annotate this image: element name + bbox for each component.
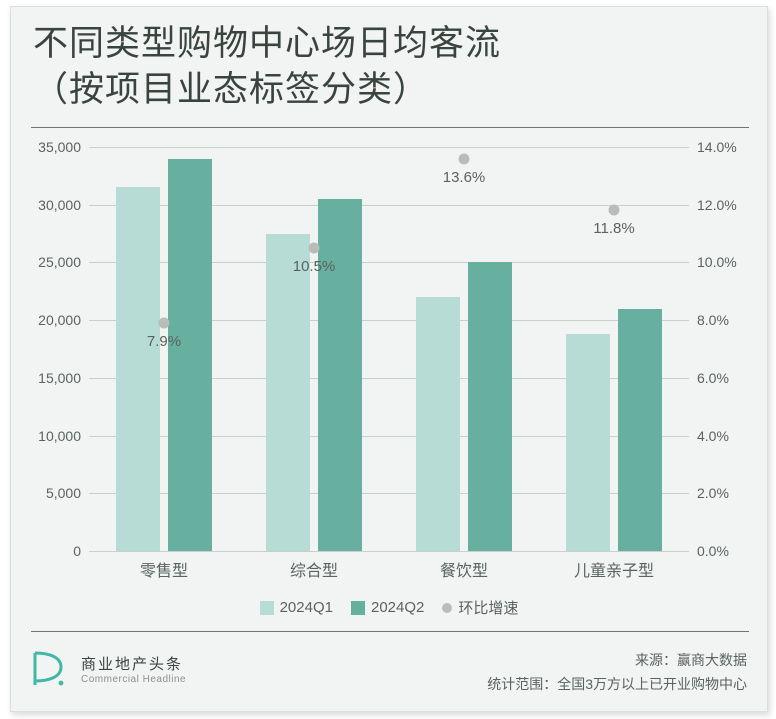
logo-mark-icon (31, 649, 71, 689)
legend-item: 环比增速 (442, 597, 518, 618)
ytick-left: 30,000 (21, 197, 81, 213)
divider-top (31, 127, 749, 128)
source-line-1: 来源：赢商大数据 (487, 649, 747, 673)
ytick-left: 5,000 (21, 485, 81, 501)
category-label: 儿童亲子型 (574, 557, 654, 581)
legend-item: 2024Q1 (260, 597, 333, 618)
ytick-right: 8.0% (697, 312, 757, 328)
title-text: 不同类型购物中心场日均客流（按项目业态标签分类） (33, 24, 501, 109)
brand-cn: 商业地产头条 (81, 653, 186, 674)
brand-text: 商业地产头条 Commercial Headline (81, 653, 186, 685)
ytick-left: 15,000 (21, 370, 81, 386)
legend-label: 环比增速 (458, 597, 518, 618)
growth-point (159, 318, 170, 329)
growth-point (309, 243, 320, 254)
ytick-right: 4.0% (697, 428, 757, 444)
plot-area: 7.9%10.5%13.6%11.8% 00.0%5,0002.0%10,000… (89, 147, 689, 551)
chart-card: 不同类型购物中心场日均客流（按项目业态标签分类） 7.9% 10.5% 13.6% 1… (10, 6, 768, 712)
growth-label: 7.9% (147, 333, 181, 350)
source-line-2: 统计范围：全国3万方以上已开业购物中心 (487, 673, 747, 697)
category-label: 综合型 (290, 557, 338, 581)
divider-bottom (31, 631, 749, 632)
brand-logo: 商业地产头条 Commercial Headline (31, 649, 186, 689)
ytick-right: 6.0% (697, 370, 757, 386)
ytick-left: 25,000 (21, 254, 81, 270)
legend-item: 2024Q2 (351, 597, 424, 618)
legend-swatch-icon (260, 601, 274, 615)
legend-swatch-icon (351, 601, 365, 615)
growth-label: 10.5% (293, 258, 336, 275)
legend-label: 2024Q2 (371, 599, 424, 616)
category-label: 餐饮型 (440, 557, 488, 581)
ytick-right: 12.0% (697, 197, 757, 213)
chart-title: 不同类型购物中心场日均客流（按项目业态标签分类） (33, 21, 593, 112)
brand-en: Commercial Headline (81, 674, 186, 685)
points-layer: 7.9% 10.5% 13.6% 11.8% (89, 147, 689, 551)
ytick-right: 0.0% (697, 543, 757, 559)
growth-point (459, 153, 470, 164)
legend-dot-icon (442, 603, 452, 613)
growth-label: 11.8% (593, 220, 634, 237)
source-text: 来源：赢商大数据 统计范围：全国3万方以上已开业购物中心 (487, 649, 747, 697)
ytick-left: 20,000 (21, 312, 81, 328)
ytick-right: 10.0% (697, 254, 757, 270)
gridline (89, 551, 689, 552)
ytick-left: 10,000 (21, 428, 81, 444)
legend: 2024Q1 2024Q2 环比增速 (11, 597, 767, 618)
legend-label: 2024Q1 (280, 599, 333, 616)
growth-point (609, 205, 620, 216)
ytick-right: 2.0% (697, 485, 757, 501)
footer: 商业地产头条 Commercial Headline 来源：赢商大数据 统计范围… (31, 643, 747, 699)
ytick-left: 35,000 (21, 139, 81, 155)
ytick-left: 0 (21, 543, 81, 559)
ytick-right: 14.0% (697, 139, 757, 155)
growth-label: 13.6% (443, 169, 486, 186)
category-label: 零售型 (140, 557, 188, 581)
